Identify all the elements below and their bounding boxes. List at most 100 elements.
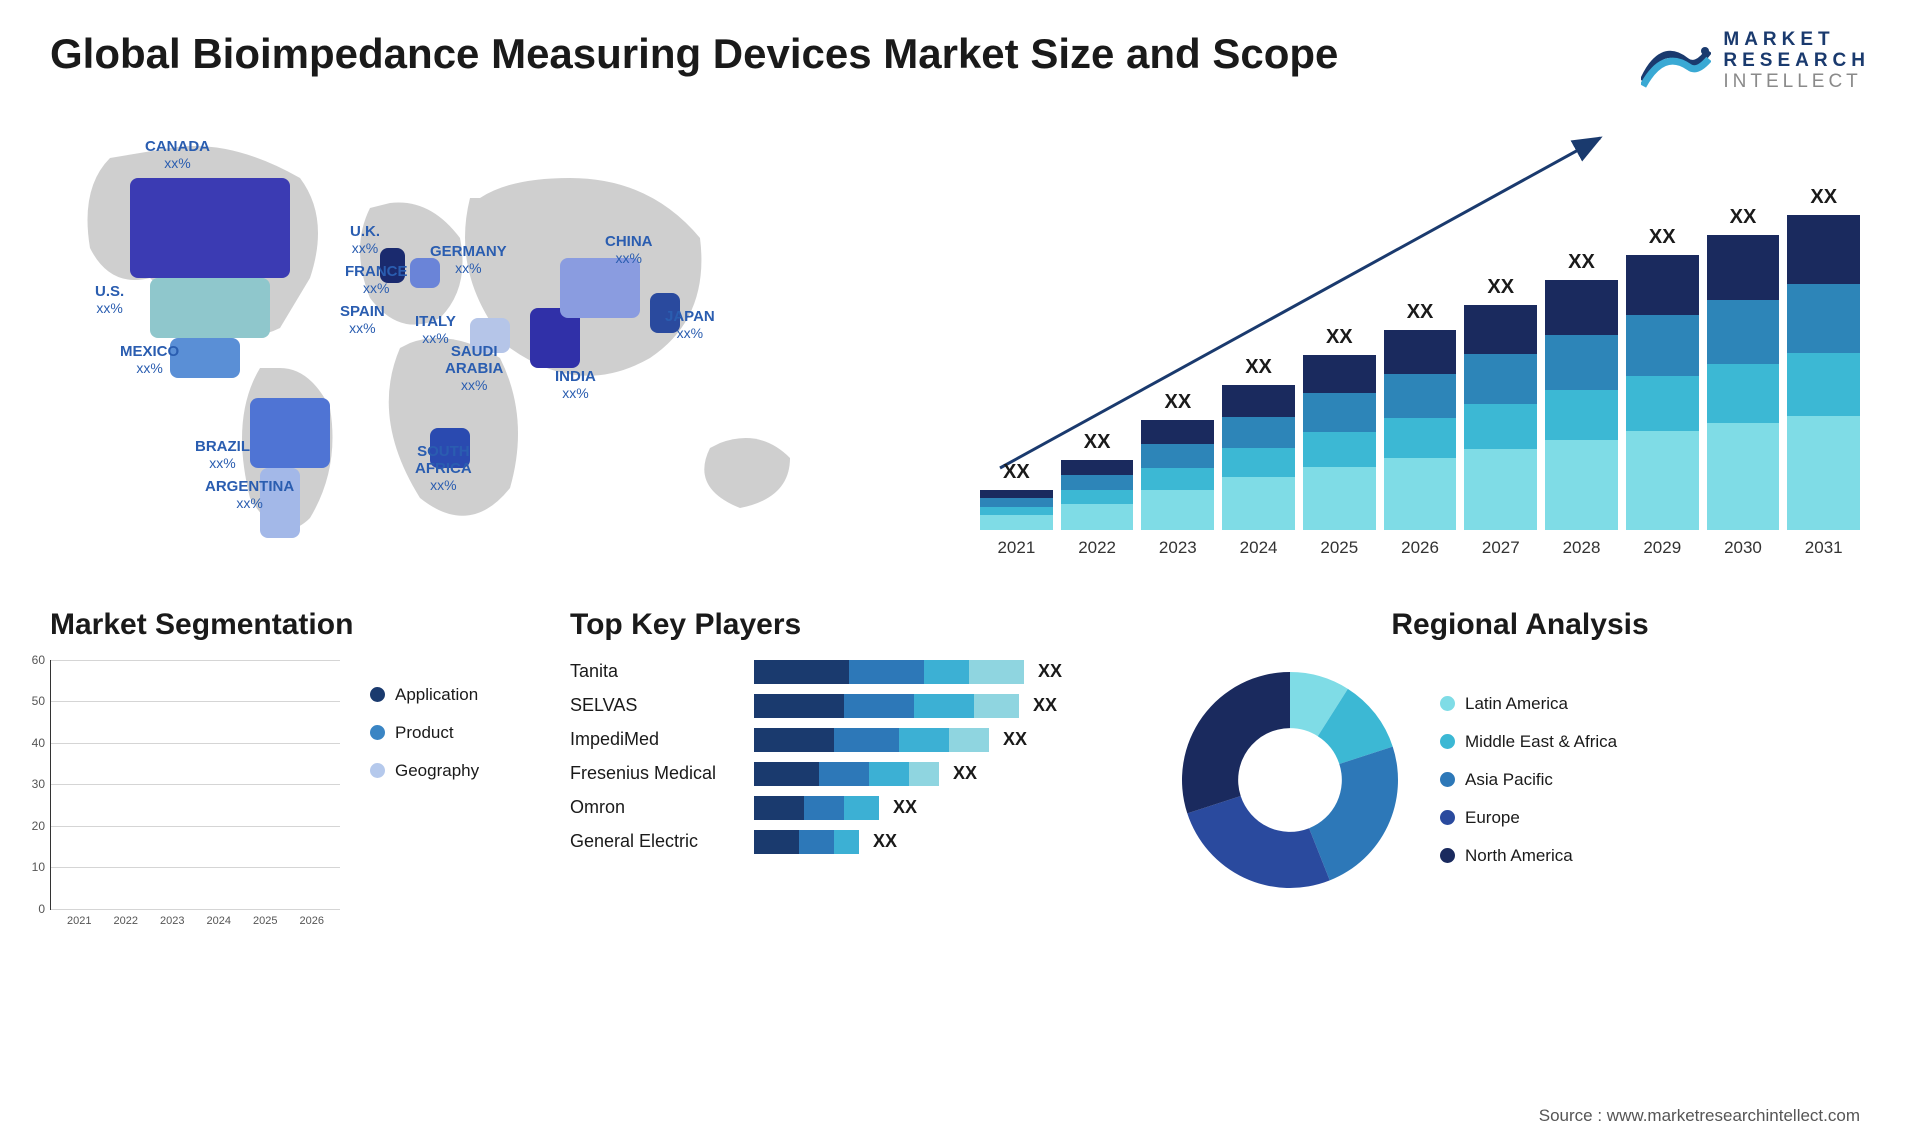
map-region [130,178,290,278]
key-players-chart: TanitaXXSELVASXXImpediMedXXFresenius Med… [570,660,1130,854]
map-country-label: FRANCExx% [345,263,408,298]
legend-dot-icon [1440,696,1455,711]
player-bar-segment [804,796,844,820]
player-value: XX [1003,729,1027,750]
growth-year-label: 2022 [1078,538,1116,558]
player-row: TanitaXX [570,660,1130,684]
growth-bar-value: XX [1164,391,1191,414]
growth-year-label: 2031 [1805,538,1843,558]
player-bar-segment [924,660,969,684]
map-country-label: MEXICOxx% [120,343,179,378]
player-row: General ElectricXX [570,830,1130,854]
donut-slice [1187,796,1329,888]
seg-gridline [51,909,340,910]
map-country-label: CANADAxx% [145,138,210,173]
segmentation-chart: 0102030405060202120222023202420252026 [50,660,340,910]
legend-dot-icon [1440,848,1455,863]
legend-label: Application [395,685,478,705]
brand-logo: MARKET RESEARCH INTELLECT [1641,30,1870,93]
growth-chart-panel: XX2021XX2022XX2023XX2024XX2025XX2026XX20… [970,118,1870,558]
donut-slice [1182,672,1290,813]
map-country-label: GERMANYxx% [430,243,507,278]
player-name: Fresenius Medical [570,763,740,784]
player-value: XX [1033,695,1057,716]
growth-bar-col: XX2024 [1222,356,1295,558]
player-bar-segment [754,762,819,786]
seg-ytick: 60 [32,653,51,667]
growth-bar [1222,385,1295,530]
growth-bar-value: XX [1326,326,1353,349]
map-country-label: SOUTHAFRICAxx% [415,443,472,495]
legend-dot-icon [1440,734,1455,749]
map-country-label: CHINAxx% [605,233,653,268]
player-value: XX [893,797,917,818]
growth-year-label: 2024 [1240,538,1278,558]
growth-bar-col: XX2026 [1384,301,1457,558]
growth-bar-col: XX2029 [1626,226,1699,558]
growth-year-label: 2027 [1482,538,1520,558]
growth-bar-value: XX [1730,206,1757,229]
player-bar-segment [754,728,834,752]
seg-ytick: 0 [38,902,51,916]
logo-line-1: MARKET [1723,30,1870,51]
player-bar-segment [869,762,909,786]
growth-year-label: 2030 [1724,538,1762,558]
legend-label: Middle East & Africa [1465,732,1617,752]
seg-year-label: 2021 [59,915,99,927]
growth-bar [1787,215,1860,530]
player-bar-segment [834,830,859,854]
legend-dot-icon [1440,810,1455,825]
seg-ytick: 50 [32,694,51,708]
player-bar [754,728,989,752]
map-country-label: U.K.xx% [350,223,380,258]
key-players-title: Top Key Players [570,608,1130,642]
player-bar-segment [969,660,1024,684]
growth-bar-value: XX [1084,431,1111,454]
player-name: SELVAS [570,695,740,716]
map-country-label: JAPANxx% [665,308,715,343]
map-country-label: INDIAxx% [555,368,596,403]
growth-bar [1141,420,1214,530]
growth-bar-value: XX [1810,186,1837,209]
player-bar-segment [974,694,1019,718]
player-name: Omron [570,797,740,818]
map-country-label: ARGENTINAxx% [205,478,294,513]
growth-bar-col: XX2028 [1545,251,1618,558]
growth-bar-col: XX2025 [1303,326,1376,558]
player-row: ImpediMedXX [570,728,1130,752]
growth-bar-value: XX [1568,251,1595,274]
growth-bar [1545,280,1618,530]
legend-label: Europe [1465,808,1520,828]
player-bar-segment [844,796,879,820]
segmentation-title: Market Segmentation [50,608,530,642]
map-region [170,338,240,378]
player-bar-segment [754,660,849,684]
player-row: Fresenius Medical XX [570,762,1130,786]
map-country-label: BRAZILxx% [195,438,250,473]
player-bar-segment [754,694,844,718]
player-bar-segment [819,762,869,786]
player-bar-segment [849,660,924,684]
seg-ytick: 40 [32,736,51,750]
growth-bar [1303,355,1376,530]
growth-year-label: 2021 [997,538,1035,558]
growth-bar-value: XX [1407,301,1434,324]
player-row: Omron XX [570,796,1130,820]
player-name: Tanita [570,661,740,682]
growth-bar-col: XX 2021 [980,461,1053,558]
legend-dot-icon [370,687,385,702]
growth-bar [1626,255,1699,530]
growth-bar-col: XX 2022 [1061,431,1134,558]
player-bar-segment [799,830,834,854]
legend-item: Application [370,685,479,705]
regional-legend: Latin AmericaMiddle East & AfricaAsia Pa… [1440,694,1617,866]
segmentation-legend: ApplicationProductGeography [370,685,479,910]
growth-bar-value: XX [1003,461,1030,484]
legend-label: Product [395,723,454,743]
growth-year-label: 2023 [1159,538,1197,558]
growth-bar [1707,235,1780,530]
map-country-label: SAUDIARABIAxx% [445,343,503,395]
player-bar-segment [834,728,899,752]
player-bar-segment [899,728,949,752]
player-value: XX [953,763,977,784]
